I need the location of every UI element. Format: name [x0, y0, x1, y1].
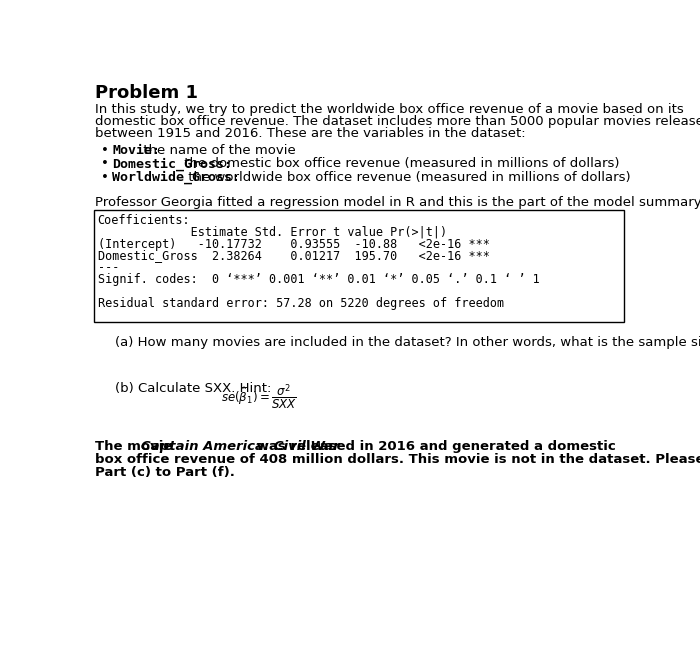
Text: the worldwide box office revenue (measured in millions of dollars): the worldwide box office revenue (measur…	[184, 171, 631, 184]
Text: box office revenue of 408 million dollars. This movie is not in the dataset. Ple: box office revenue of 408 million dollar…	[95, 453, 700, 466]
Text: Domestic_Gross  2.38264    0.01217  195.70   <2e-16 ***: Domestic_Gross 2.38264 0.01217 195.70 <2…	[97, 249, 489, 262]
Text: $se(\hat{\beta}_1) = \dfrac{\sigma^2}{SXX}$: $se(\hat{\beta}_1) = \dfrac{\sigma^2}{SX…	[221, 382, 297, 411]
Text: •: •	[102, 171, 109, 184]
Text: the name of the movie: the name of the movie	[139, 145, 296, 158]
Text: Residual standard error: 57.28 on 5220 degrees of freedom: Residual standard error: 57.28 on 5220 d…	[97, 298, 504, 310]
Text: Domestic_Gross:: Domestic_Gross:	[112, 158, 232, 171]
Text: •: •	[102, 158, 109, 171]
Text: Captain America: Civil War: Captain America: Civil War	[141, 440, 340, 453]
Text: In this study, we try to predict the worldwide box office revenue of a movie bas: In this study, we try to predict the wor…	[95, 103, 684, 116]
Text: between 1915 and 2016. These are the variables in the dataset:: between 1915 and 2016. These are the var…	[95, 128, 526, 141]
Text: ---: ---	[97, 262, 119, 274]
Text: The movie: The movie	[95, 440, 177, 453]
Text: Problem 1: Problem 1	[95, 84, 198, 102]
Text: •: •	[102, 145, 109, 158]
Text: Movie:: Movie:	[112, 145, 160, 158]
Text: domestic box office revenue. The dataset includes more than 5000 popular movies : domestic box office revenue. The dataset…	[95, 115, 700, 128]
Text: Coefficients:: Coefficients:	[97, 214, 190, 227]
Text: was released in 2016 and generated a domestic: was released in 2016 and generated a dom…	[252, 440, 615, 453]
Text: Worldwide_Gross:: Worldwide_Gross:	[112, 171, 240, 184]
Text: (a) How many movies are included in the dataset? In other words, what is the sam: (a) How many movies are included in the …	[115, 336, 700, 349]
Text: Signif. codes:  0 ‘***’ 0.001 ‘**’ 0.01 ‘*’ 0.05 ‘.’ 0.1 ‘ ’ 1: Signif. codes: 0 ‘***’ 0.001 ‘**’ 0.01 ‘…	[97, 273, 539, 286]
Text: Professor Georgia fitted a regression model in R and this is the part of the mod: Professor Georgia fitted a regression mo…	[95, 196, 700, 209]
Bar	[94, 210, 624, 322]
Text: Part (c) to Part (f).: Part (c) to Part (f).	[95, 466, 235, 479]
Text: the domestic box office revenue (measured in millions of dollars): the domestic box office revenue (measure…	[180, 158, 620, 171]
Text: (Intercept)   -10.17732    0.93555  -10.88   <2e-16 ***: (Intercept) -10.17732 0.93555 -10.88 <2e…	[97, 238, 489, 251]
Text: (b) Calculate SXX. Hint:: (b) Calculate SXX. Hint:	[115, 382, 275, 395]
Text: Estimate Std. Error t value Pr(>|t|): Estimate Std. Error t value Pr(>|t|)	[97, 226, 447, 238]
